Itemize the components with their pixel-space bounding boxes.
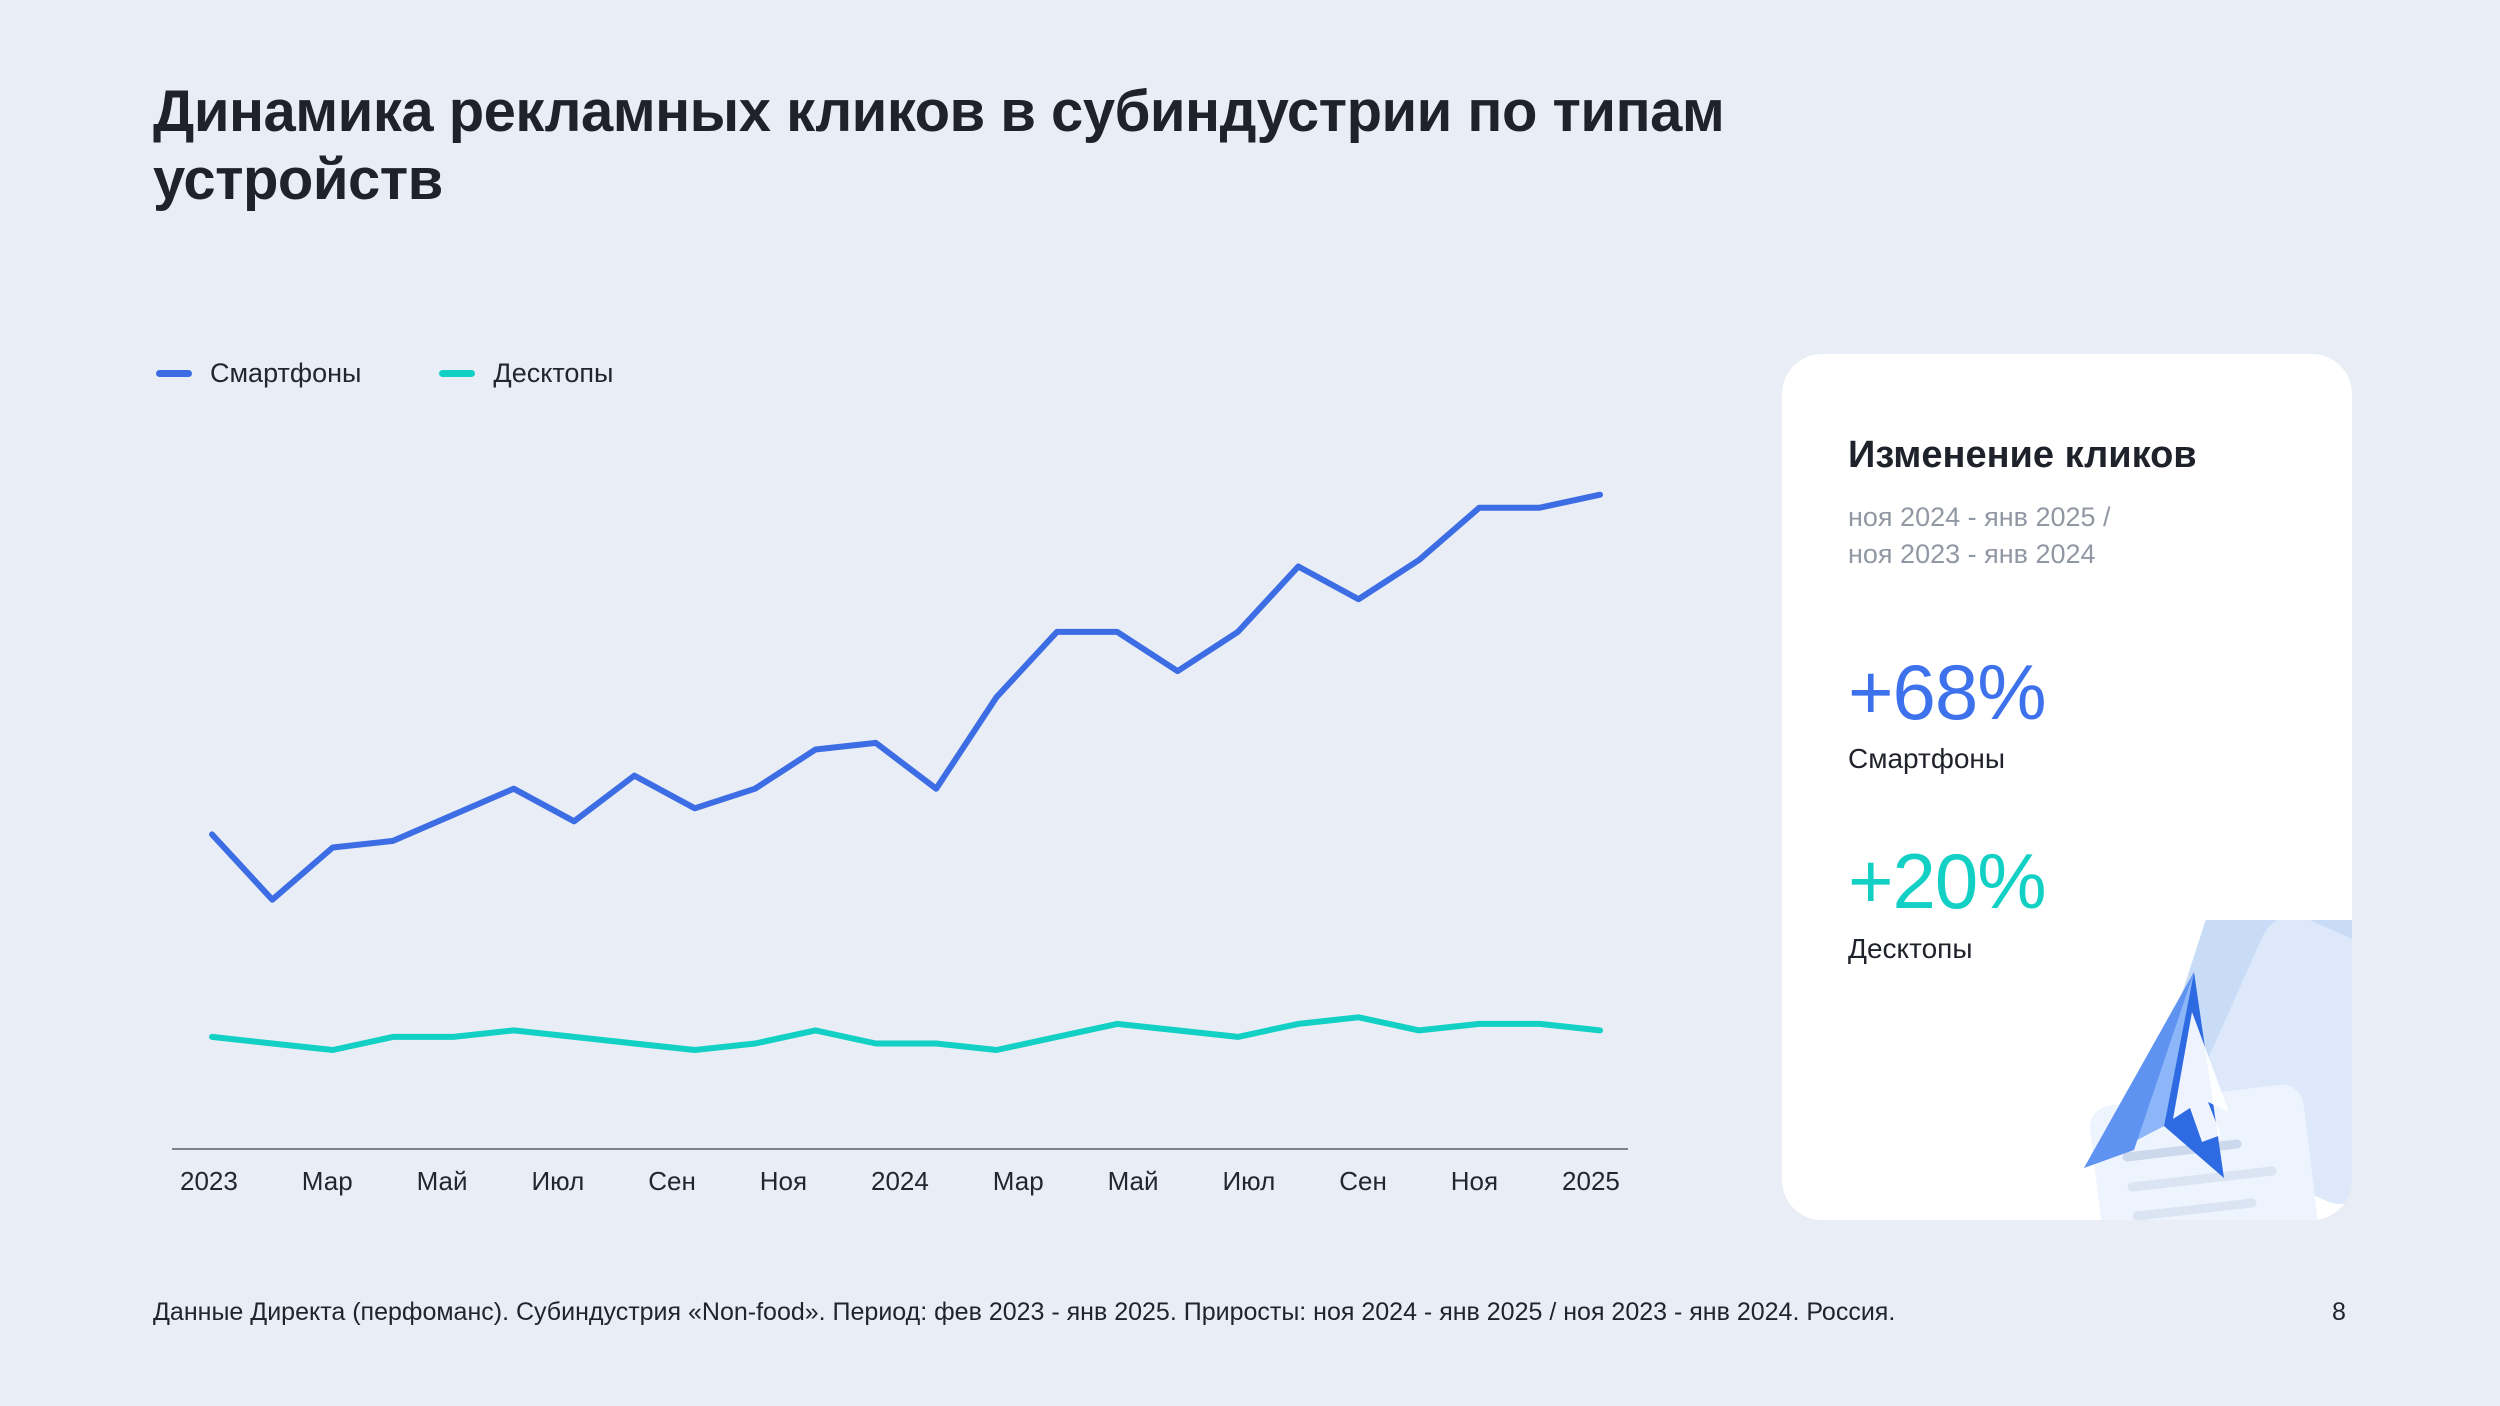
legend-swatch-desktops [439, 370, 476, 377]
series-line-Десктопы [209, 1014, 1603, 1053]
legend-item-desktops: Десктопы [439, 358, 613, 389]
card-title: Изменение кликов [1848, 434, 2197, 476]
paper-plane-illustration [2084, 920, 2352, 1220]
metrics-card: Изменение кликов ноя 2024 - янв 2025 / н… [1782, 354, 2352, 1220]
x-tick-label: 2023 [180, 1166, 238, 1196]
x-tick-label: 2025 [1562, 1166, 1620, 1196]
metric-smartphones-label: Смартфоны [1848, 743, 2006, 775]
metric-smartphones: +68% Смартфоны [1848, 647, 2302, 776]
legend-label-smartphones: Смартфоны [210, 358, 362, 388]
metric-desktops-label: Десктопы [1848, 933, 1973, 965]
page-title: Динамика рекламных кликов в субиндустрии… [153, 79, 1725, 213]
chart-legend: Смартфоны Десктопы [156, 358, 613, 389]
line-chart-svg [209, 491, 1603, 1053]
metric-smartphones-value: +68% [1848, 647, 2047, 736]
x-tick-label: Сен [1339, 1166, 1387, 1196]
footer-note: Данные Директа (перфоманс). Субиндустрия… [153, 1298, 1896, 1326]
series-line-Смартфоны [209, 491, 1603, 903]
x-axis-line [172, 1148, 1628, 1150]
x-tick-label: Сен [648, 1166, 696, 1196]
metric-desktops: +20% Десктопы [1848, 837, 2302, 965]
page-number: 8 [2332, 1298, 2346, 1326]
x-tick-label: Июл [1222, 1166, 1276, 1196]
x-tick-label: Май [416, 1166, 468, 1196]
line-chart: 2023 Мар Май Июл Сен Ноя 2024 Мар Май Июл Сен Ноя 20… [172, 462, 1628, 1197]
x-tick-label: Ноя [1450, 1166, 1499, 1196]
x-tick-label: Мар [992, 1166, 1044, 1196]
card-subtitle: ноя 2024 - янв 2025 / ноя 2023 - янв 202… [1848, 499, 2302, 574]
card-subtitle-line1: ноя 2024 - янв 2025 / [1848, 502, 2111, 532]
legend-label-desktops: Десктопы [493, 358, 614, 388]
x-axis-ticks: 2023 Мар Май Июл Сен Ноя 2024 Мар Май Июл Сен Ноя 20… [172, 1166, 1628, 1197]
cursor-icon [2173, 1012, 2229, 1142]
card-subtitle-line2: ноя 2023 - янв 2024 [1848, 539, 2096, 570]
x-tick-label: 2024 [871, 1166, 929, 1196]
x-tick-label: Ноя [759, 1166, 808, 1196]
metric-desktops-value: +20% [1848, 837, 2047, 926]
x-tick-label: Июл [531, 1166, 585, 1196]
x-tick-label: Май [1107, 1166, 1159, 1196]
x-tick-label: Мар [301, 1166, 353, 1196]
legend-swatch-smartphones [156, 370, 192, 377]
legend-item-smartphones: Смартфоны [156, 358, 361, 389]
